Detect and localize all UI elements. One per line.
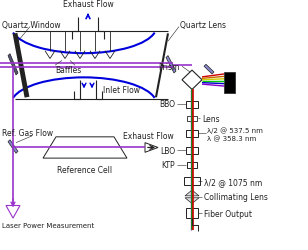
Text: λ/2 @ 537.5 nm: λ/2 @ 537.5 nm — [207, 127, 263, 134]
Bar — [186, 208, 198, 218]
Bar — [184, 178, 200, 186]
Text: BBO: BBO — [159, 100, 175, 109]
Text: λ/2 @ 1075 nm: λ/2 @ 1075 nm — [204, 177, 262, 186]
Text: Exhaust Flow: Exhaust Flow — [63, 0, 113, 9]
Text: λ @ 358.3 nm: λ @ 358.3 nm — [207, 135, 256, 141]
Polygon shape — [204, 65, 214, 75]
Polygon shape — [8, 140, 18, 154]
Bar — [186, 102, 198, 108]
Text: Exhaust Flow: Exhaust Flow — [123, 131, 173, 140]
Bar — [187, 116, 197, 122]
Text: Baffles: Baffles — [55, 66, 81, 75]
Polygon shape — [185, 198, 199, 204]
Text: LBO: LBO — [160, 146, 175, 155]
Polygon shape — [6, 206, 20, 218]
Polygon shape — [145, 143, 158, 153]
Polygon shape — [43, 137, 127, 158]
Text: Quartz Window: Quartz Window — [2, 21, 61, 30]
Text: Reference Cell: Reference Cell — [57, 165, 112, 174]
Bar — [187, 162, 197, 168]
Text: Lens: Lens — [202, 114, 220, 124]
Polygon shape — [185, 190, 199, 196]
Text: Collimating Lens: Collimating Lens — [204, 192, 268, 202]
Text: Quartz Lens: Quartz Lens — [180, 21, 226, 30]
Text: Fiber Output: Fiber Output — [204, 209, 252, 218]
Bar — [186, 130, 198, 137]
Bar — [186, 148, 198, 155]
Text: Inlet Flow: Inlet Flow — [103, 86, 140, 94]
Polygon shape — [182, 71, 202, 90]
Text: Prism: Prism — [159, 62, 180, 72]
Text: Laser Power Measurement: Laser Power Measurement — [2, 222, 94, 228]
Bar — [224, 73, 235, 94]
Text: Ref. Gas Flow: Ref. Gas Flow — [2, 129, 53, 138]
Polygon shape — [8, 54, 18, 76]
Polygon shape — [166, 56, 176, 74]
Text: KTP: KTP — [161, 161, 175, 170]
